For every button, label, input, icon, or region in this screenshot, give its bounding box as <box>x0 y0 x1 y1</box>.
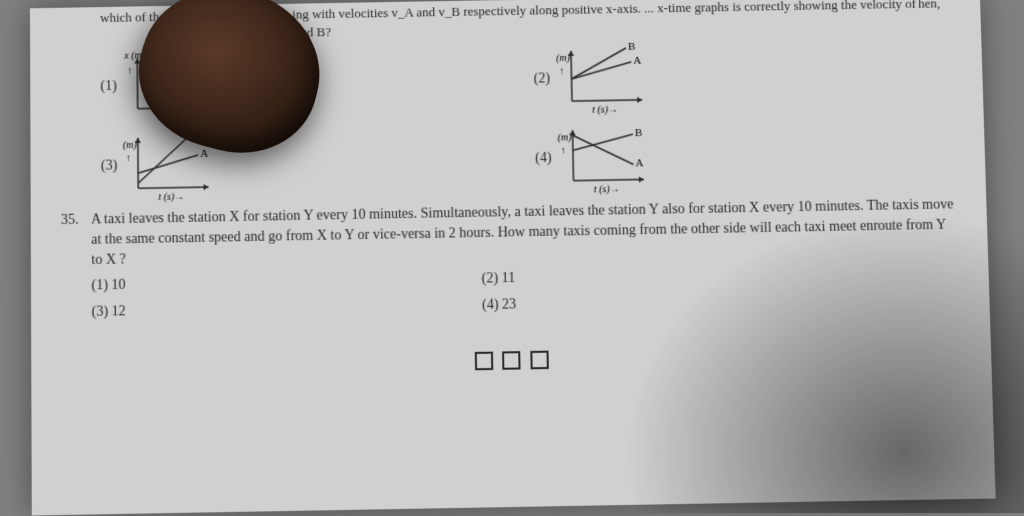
answer-1: (1) 10 <box>91 270 481 297</box>
xlabel: t (s)→ <box>159 192 185 204</box>
answer-3: (3) 12 <box>92 296 483 323</box>
hand-shadow <box>624 213 1024 513</box>
ylabel: x (m) <box>555 53 570 64</box>
ylabel: x (m) <box>123 140 138 151</box>
option-num: (4) <box>535 149 552 169</box>
line-label-b: B <box>628 41 636 53</box>
line-label-a: A <box>635 158 643 170</box>
answer-num: (3) <box>92 304 109 320</box>
option-num: (1) <box>100 77 116 97</box>
answer-num: (4) <box>482 297 499 313</box>
header-right: hen, <box>918 0 941 31</box>
checkbox-icon <box>474 352 492 371</box>
ylabel: x (m) <box>557 133 572 144</box>
answer-val: 10 <box>111 278 125 293</box>
line-label-a: A <box>201 148 209 160</box>
line-label-b: B <box>634 127 642 139</box>
answer-num: (1) <box>91 278 108 294</box>
xlabel: t (s)→ <box>593 184 619 196</box>
yarrow: ↑ <box>128 66 133 77</box>
yarrow: ↑ <box>560 146 565 157</box>
answer-val: 12 <box>112 304 126 320</box>
xlabel: t (s)→ <box>592 105 618 117</box>
answer-num: (2) <box>482 271 499 287</box>
answer-val: 11 <box>501 271 515 286</box>
line-label-a: A <box>633 55 641 67</box>
checkbox-icon <box>530 351 549 370</box>
graph-2: B A x (m) ↑ t (s)→ <box>555 40 647 117</box>
yarrow: ↑ <box>559 66 564 77</box>
answer-val: 23 <box>502 297 516 313</box>
graph-4: B A x (m) ↑ t (s)→ <box>557 119 649 196</box>
option-num: (3) <box>101 156 118 176</box>
question-number: 35. <box>61 211 92 329</box>
option-num: (2) <box>534 69 551 89</box>
graph-option-4: (4) B A x (m) ↑ t (s)→ <box>535 119 649 197</box>
graph-option-2: (2) B A x (m) ↑ t (s)→ <box>533 40 647 117</box>
checkbox-icon <box>502 351 521 370</box>
yarrow: ↑ <box>126 153 131 164</box>
